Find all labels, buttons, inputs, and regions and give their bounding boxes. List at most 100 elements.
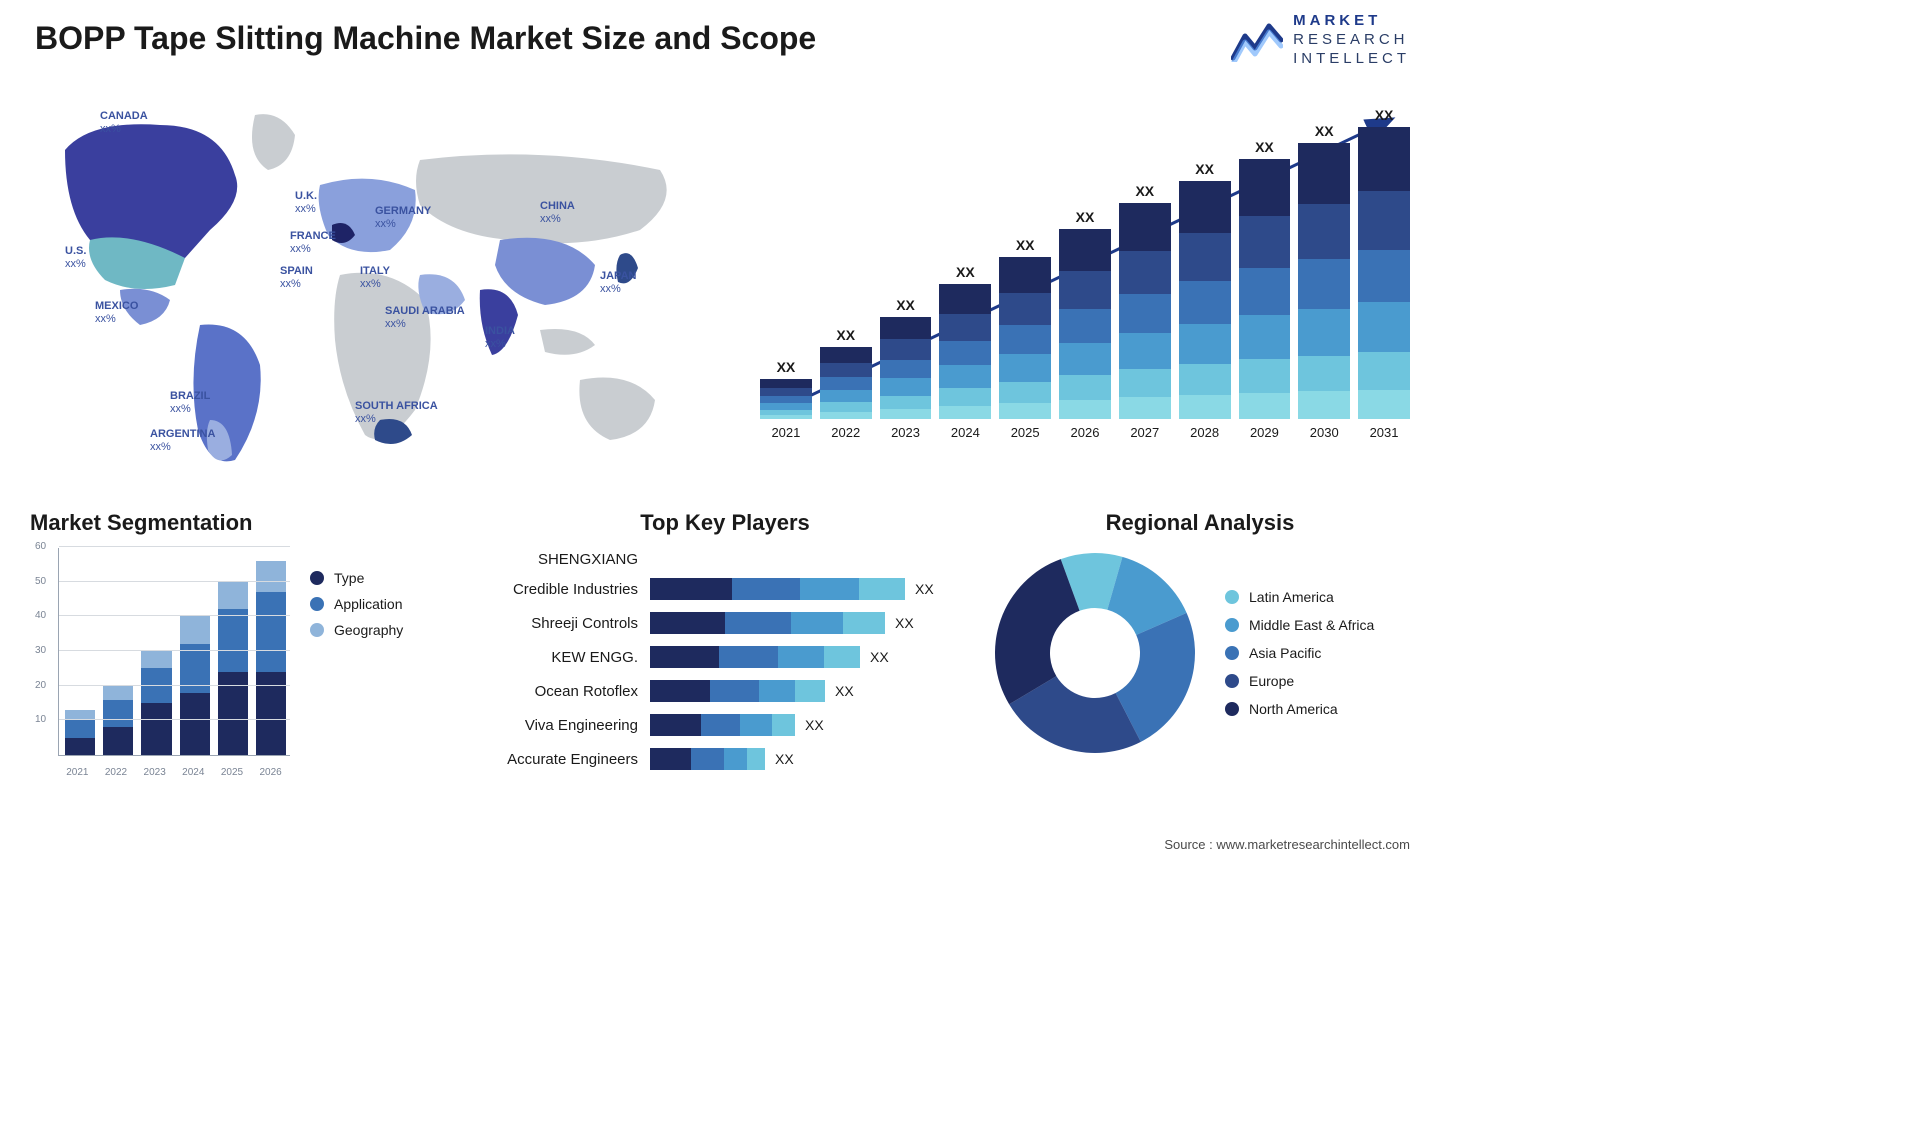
- legend-item: Middle East & Africa: [1225, 617, 1374, 633]
- growth-bar-value: XX: [777, 359, 796, 375]
- key-player-bar: [650, 680, 825, 702]
- growth-bar-value: XX: [1255, 139, 1274, 155]
- key-player-name: KEW ENGG.: [470, 649, 650, 666]
- segmentation-year: 2022: [105, 767, 127, 778]
- legend-label: Application: [334, 596, 403, 612]
- gridline: 30: [59, 650, 290, 651]
- key-player-value: XX: [915, 581, 934, 597]
- segmentation-year: 2025: [221, 767, 243, 778]
- segmentation-year: 2021: [66, 767, 88, 778]
- legend-swatch-icon: [1225, 674, 1239, 688]
- segmentation-bar: [256, 561, 286, 755]
- logo-text-2: RESEARCH: [1293, 31, 1410, 50]
- segmentation-title: Market Segmentation: [30, 510, 430, 536]
- legend-item: North America: [1225, 701, 1374, 717]
- legend-label: Latin America: [1249, 589, 1334, 605]
- legend-item: Geography: [310, 622, 403, 638]
- key-player-name: Credible Industries: [470, 581, 650, 598]
- growth-bar: XX 2030: [1298, 123, 1350, 440]
- growth-bar-year: 2023: [891, 425, 920, 440]
- gridline: 50: [59, 581, 290, 582]
- key-player-row: KEW ENGG. XX: [470, 642, 980, 672]
- growth-bar-year: 2028: [1190, 425, 1219, 440]
- map-label: U.S.xx%: [65, 245, 86, 270]
- map-label: CANADAxx%: [100, 110, 148, 135]
- growth-bar: XX 2025: [999, 237, 1051, 440]
- growth-bar-year: 2022: [831, 425, 860, 440]
- map-label: FRANCExx%: [290, 230, 336, 255]
- segmentation-bar: [103, 686, 133, 755]
- key-players-panel: Top Key Players SHENGXIANG Credible Indu…: [470, 510, 980, 778]
- growth-bar-year: 2026: [1071, 425, 1100, 440]
- map-label: MEXICOxx%: [95, 300, 138, 325]
- segmentation-panel: Market Segmentation 10 20 30 40 50 60 2021 202…: [30, 510, 430, 778]
- segmentation-year: 2026: [259, 767, 281, 778]
- gridline: 60: [59, 546, 290, 547]
- map-label: U.K.xx%: [295, 190, 317, 215]
- legend-swatch-icon: [1225, 590, 1239, 604]
- legend-item: Type: [310, 570, 403, 586]
- logo-text-1: MARKET: [1293, 12, 1410, 31]
- key-player-row: Credible Industries XX: [470, 574, 980, 604]
- growth-bar-value: XX: [1135, 183, 1154, 199]
- key-player-row: Accurate Engineers XX: [470, 744, 980, 774]
- legend-label: Middle East & Africa: [1249, 617, 1374, 633]
- key-players-title: Top Key Players: [470, 510, 980, 536]
- growth-bar: XX2027: [1119, 183, 1171, 440]
- legend-item: Application: [310, 596, 403, 612]
- legend-label: North America: [1249, 701, 1338, 717]
- growth-bar-year: 2031: [1370, 425, 1399, 440]
- page-title: BOPP Tape Slitting Machine Market Size a…: [35, 20, 816, 57]
- map-label: CHINAxx%: [540, 200, 575, 225]
- growth-bar: XX2026: [1059, 209, 1111, 440]
- map-label: INDIAxx%: [485, 325, 515, 350]
- regional-donut-chart: [990, 548, 1200, 758]
- growth-bar: XX2021: [760, 359, 812, 440]
- map-label: GERMANYxx%: [375, 205, 431, 230]
- legend-swatch-icon: [310, 623, 324, 637]
- key-player-extra-label: SHENGXIANG: [470, 551, 650, 568]
- growth-bar: XX2023: [880, 297, 932, 440]
- regional-panel: Regional Analysis Latin America Middle Ea…: [990, 510, 1410, 758]
- key-player-bar: [650, 714, 795, 736]
- brand-logo: MARKET RESEARCH INTELLECT: [1231, 12, 1410, 68]
- logo-mark-icon: [1231, 18, 1283, 62]
- map-label: SAUDI ARABIAxx%: [385, 305, 465, 330]
- growth-bar: XX2028: [1179, 161, 1231, 440]
- growth-bar-value: XX: [836, 327, 855, 343]
- regional-legend: Latin America Middle East & Africa Asia Pa…: [1225, 577, 1374, 729]
- key-player-value: XX: [870, 649, 889, 665]
- segmentation-year: 2023: [144, 767, 166, 778]
- growth-bar: XX2029: [1239, 139, 1291, 440]
- legend-swatch-icon: [1225, 646, 1239, 660]
- key-player-name: Viva Engineering: [470, 717, 650, 734]
- key-player-value: XX: [805, 717, 824, 733]
- map-label: JAPANxx%: [600, 270, 636, 295]
- map-label: BRAZILxx%: [170, 390, 210, 415]
- segmentation-bar: [141, 651, 171, 755]
- segmentation-bar: [218, 582, 248, 755]
- growth-bar: XX2024: [939, 264, 991, 440]
- segmentation-year: 2024: [182, 767, 204, 778]
- gridline: 40: [59, 615, 290, 616]
- source-attribution: Source : www.marketresearchintellect.com: [1164, 837, 1410, 852]
- growth-bar-value: XX: [1016, 237, 1035, 253]
- legend-label: Asia Pacific: [1249, 645, 1321, 661]
- key-player-bar: [650, 578, 905, 600]
- growth-bar-value: XX: [1315, 123, 1334, 139]
- regional-title: Regional Analysis: [990, 510, 1410, 536]
- gridline: 10: [59, 719, 290, 720]
- legend-swatch-icon: [1225, 618, 1239, 632]
- gridline: 20: [59, 685, 290, 686]
- growth-bar-year: 2025: [1011, 425, 1040, 440]
- segmentation-chart: 10 20 30 40 50 60 2021 2022 2023 2024 2025 2026: [30, 548, 290, 778]
- growth-bar: XX 2022: [820, 327, 872, 440]
- world-map: CANADAxx%U.S.xx%MEXICOxx%BRAZILxx%ARGENT…: [20, 90, 720, 480]
- growth-bar-chart: XX2021XX2022XX2023XX2024XX2025XX2026XX20…: [760, 100, 1410, 465]
- key-player-name: Accurate Engineers: [470, 751, 650, 768]
- growth-bar-year: 2030: [1310, 425, 1339, 440]
- key-player-value: XX: [775, 751, 794, 767]
- key-player-row: Shreeji ControlsXX: [470, 608, 980, 638]
- growth-bar: XX2031: [1358, 107, 1410, 440]
- legend-item: Latin America: [1225, 589, 1374, 605]
